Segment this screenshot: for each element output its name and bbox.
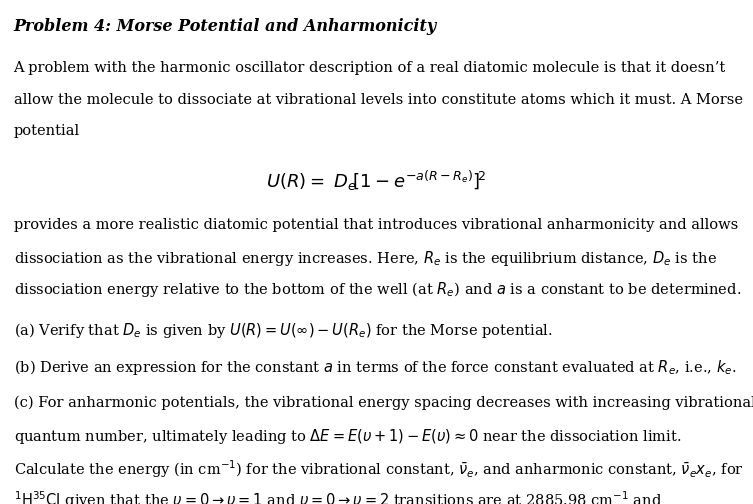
Text: dissociation as the vibrational energy increases. Here, $R_e$ is the equilibrium: dissociation as the vibrational energy i… — [14, 249, 717, 268]
Text: (a) Verify that $D_e$ is given by $U(R) = U(\infty) - U(R_e)$ for the Morse pote: (a) Verify that $D_e$ is given by $U(R) … — [14, 321, 553, 340]
Text: $U(R) = \ D_e\!\left[1 - e^{-a(R-R_e)}\right]^{\!2}$: $U(R) = \ D_e\!\left[1 - e^{-a(R-R_e)}\r… — [267, 169, 486, 194]
Text: (b) Derive an expression for the constant $a$ in terms of the force constant eva: (b) Derive an expression for the constan… — [14, 358, 736, 377]
Text: potential: potential — [14, 124, 80, 138]
Text: $^1\mathrm{H}^{35}\mathrm{Cl}$ given that the $\upsilon = 0 \rightarrow \upsilon: $^1\mathrm{H}^{35}\mathrm{Cl}$ given tha… — [14, 489, 662, 504]
Text: provides a more realistic diatomic potential that introduces vibrational anharmo: provides a more realistic diatomic poten… — [14, 218, 738, 232]
Text: (c) For anharmonic potentials, the vibrational energy spacing decreases with inc: (c) For anharmonic potentials, the vibra… — [14, 396, 753, 410]
Text: A problem with the harmonic oscillator description of a real diatomic molecule i: A problem with the harmonic oscillator d… — [14, 61, 726, 76]
Text: Problem 4: Morse Potential and Anharmonicity: Problem 4: Morse Potential and Anharmoni… — [14, 18, 437, 35]
Text: quantum number, ultimately leading to $\Delta E = E(\upsilon + 1) - E(\upsilon) : quantum number, ultimately leading to $\… — [14, 427, 681, 446]
Text: allow the molecule to dissociate at vibrational levels into constitute atoms whi: allow the molecule to dissociate at vibr… — [14, 93, 742, 107]
Text: dissociation energy relative to the bottom of the well (at $R_e$) and $a$ is a c: dissociation energy relative to the bott… — [14, 280, 741, 299]
Text: Calculate the energy (in cm$^{-1}$) for the vibrational constant, $\bar{\nu}_e$,: Calculate the energy (in cm$^{-1}$) for … — [14, 458, 743, 480]
